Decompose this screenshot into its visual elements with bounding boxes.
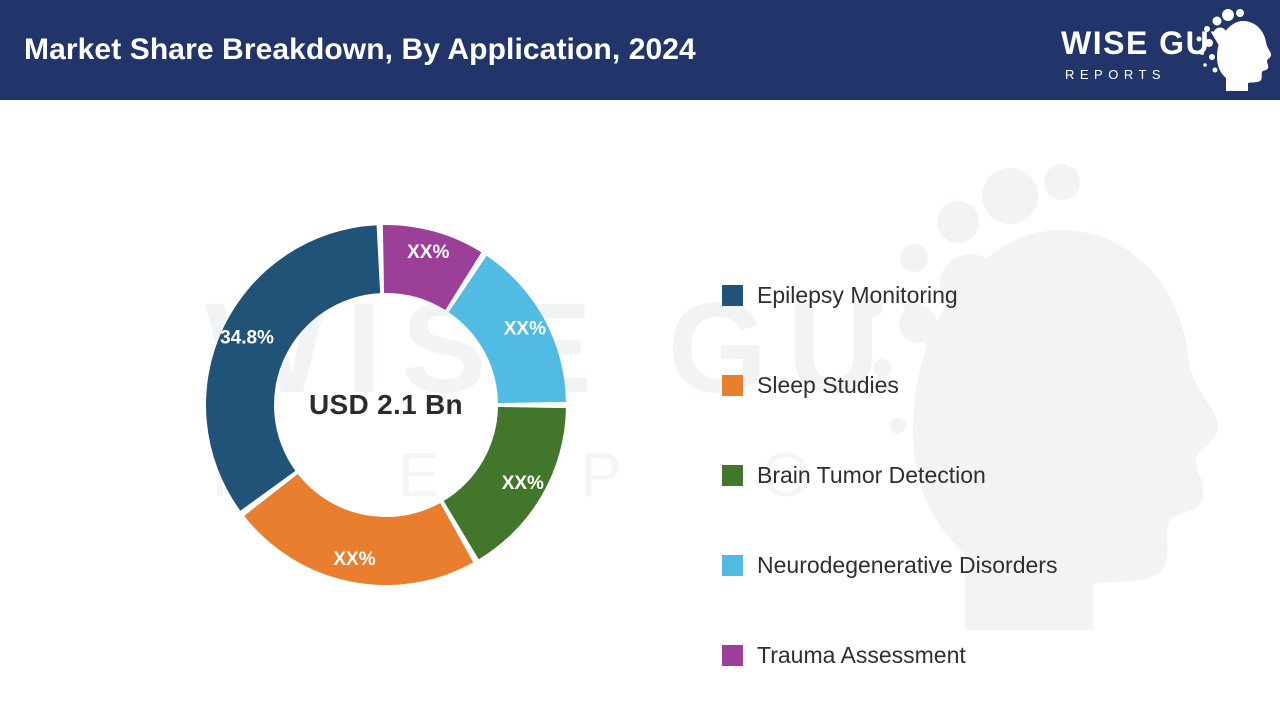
legend-item-sleep-studies[interactable]: Sleep Studies (722, 340, 1192, 430)
legend-item-trauma-assessment[interactable]: Trauma Assessment (722, 610, 1192, 700)
donut-slice-label: XX% (333, 549, 375, 570)
donut-slice-label: 34.8% (220, 328, 274, 349)
legend-swatch-icon (722, 284, 743, 306)
logo-head-profile-icon (1196, 9, 1271, 91)
legend-item-label: Sleep Studies (757, 371, 899, 398)
donut-slice[interactable] (443, 406, 566, 560)
chart-legend: Epilepsy Monitoring Sleep Studies Brain … (722, 250, 1192, 700)
donut-chart-svg: 34.8% XX% XX% XX% XX% (206, 225, 566, 585)
legend-item-label: Epilepsy Monitoring (757, 281, 958, 308)
logo-wordmark-reports: REPORTS (1065, 67, 1166, 82)
donut-slices (206, 225, 566, 585)
legend-item-label: Neurodegenerative Disorders (757, 551, 1058, 578)
donut-slice[interactable] (382, 225, 482, 311)
legend-swatch-icon (722, 554, 743, 576)
wise-guy-reports-logo: WISE GUY REPORTS (1057, 0, 1272, 100)
donut-slice-label: XX% (502, 473, 544, 494)
logo-wordmark-wise-guy: WISE GUY (1061, 25, 1233, 61)
legend-swatch-icon (722, 464, 743, 486)
legend-swatch-icon (722, 374, 743, 396)
donut-slice[interactable] (448, 255, 566, 404)
donut-slice-labels: 34.8% XX% XX% XX% XX% (220, 242, 546, 570)
logo-svg: WISE GUY REPORTS (1061, 9, 1271, 91)
legend-item-neurodegenerative-disorders[interactable]: Neurodegenerative Disorders (722, 520, 1192, 610)
donut-slice-label: XX% (504, 319, 546, 340)
legend-item-label: Trauma Assessment (757, 641, 966, 668)
chart-body: WISE GUY R E P O R T S (0, 100, 1280, 720)
page-header: Market Share Breakdown, By Application, … (0, 0, 1280, 100)
legend-item-label: Brain Tumor Detection (757, 461, 986, 488)
legend-swatch-icon (722, 644, 743, 666)
legend-item-brain-tumor-detection[interactable]: Brain Tumor Detection (722, 430, 1192, 520)
donut-slice[interactable] (206, 225, 381, 511)
page-title: Market Share Breakdown, By Application, … (24, 33, 696, 66)
legend-item-epilepsy-monitoring[interactable]: Epilepsy Monitoring (722, 250, 1192, 340)
donut-chart: 34.8% XX% XX% XX% XX% USD 2.1 Bn (186, 205, 586, 605)
donut-slice[interactable] (244, 473, 474, 585)
donut-slice-label: XX% (407, 242, 449, 263)
